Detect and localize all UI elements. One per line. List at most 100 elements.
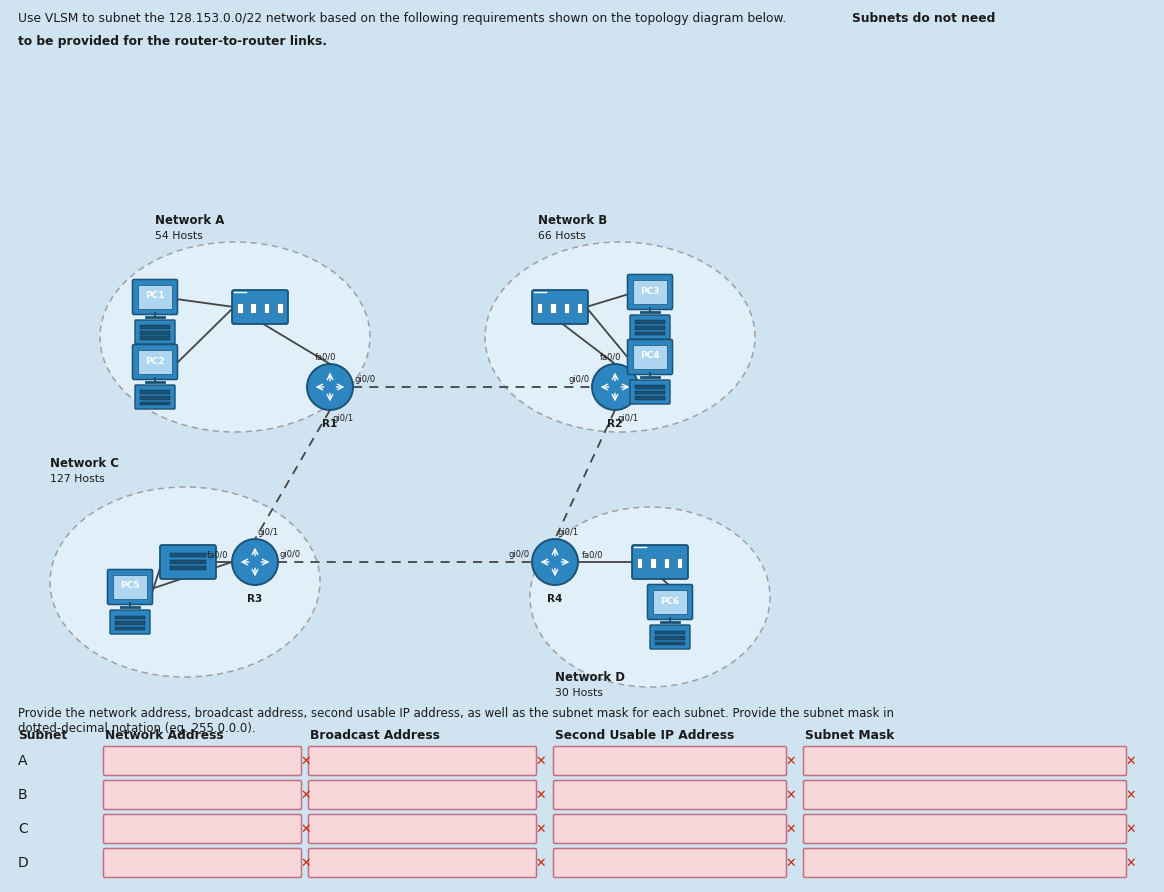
FancyBboxPatch shape bbox=[563, 302, 569, 312]
Text: gi0/1: gi0/1 bbox=[258, 528, 279, 537]
Text: ✕: ✕ bbox=[300, 755, 311, 767]
Text: 30 Hosts: 30 Hosts bbox=[555, 688, 603, 698]
Text: Broadcast Address: Broadcast Address bbox=[310, 729, 440, 742]
FancyBboxPatch shape bbox=[554, 747, 787, 775]
Text: Network A: Network A bbox=[155, 214, 225, 227]
FancyBboxPatch shape bbox=[803, 848, 1127, 878]
FancyBboxPatch shape bbox=[308, 848, 537, 878]
FancyBboxPatch shape bbox=[140, 336, 170, 340]
Text: ✕: ✕ bbox=[535, 856, 546, 870]
Circle shape bbox=[532, 539, 579, 585]
Text: Network C: Network C bbox=[50, 457, 119, 470]
FancyBboxPatch shape bbox=[111, 610, 150, 634]
Text: ✕: ✕ bbox=[786, 789, 796, 802]
FancyBboxPatch shape bbox=[636, 385, 665, 389]
FancyBboxPatch shape bbox=[650, 625, 690, 649]
Text: Use VLSM to subnet the 128.153.0.0/22 network based on the following requirement: Use VLSM to subnet the 128.153.0.0/22 ne… bbox=[17, 12, 790, 25]
FancyBboxPatch shape bbox=[170, 566, 206, 570]
FancyBboxPatch shape bbox=[104, 848, 301, 878]
Text: gi0/0: gi0/0 bbox=[281, 550, 301, 559]
FancyBboxPatch shape bbox=[532, 290, 588, 324]
FancyBboxPatch shape bbox=[104, 747, 301, 775]
Text: fa0/0: fa0/0 bbox=[582, 550, 603, 559]
Text: fa0/0: fa0/0 bbox=[206, 550, 228, 559]
FancyBboxPatch shape bbox=[308, 814, 537, 844]
Text: ✕: ✕ bbox=[535, 789, 546, 802]
Text: ✕: ✕ bbox=[1126, 789, 1136, 802]
FancyBboxPatch shape bbox=[135, 385, 175, 409]
FancyBboxPatch shape bbox=[655, 641, 684, 645]
FancyBboxPatch shape bbox=[633, 345, 667, 369]
Text: A: A bbox=[17, 754, 28, 768]
FancyBboxPatch shape bbox=[140, 326, 170, 329]
Text: ✕: ✕ bbox=[786, 755, 796, 767]
FancyBboxPatch shape bbox=[113, 575, 147, 599]
FancyBboxPatch shape bbox=[140, 391, 170, 394]
FancyBboxPatch shape bbox=[627, 340, 673, 375]
Text: gi0/0: gi0/0 bbox=[509, 550, 530, 559]
FancyBboxPatch shape bbox=[139, 350, 172, 374]
FancyBboxPatch shape bbox=[107, 569, 152, 605]
Text: PC1: PC1 bbox=[146, 292, 165, 301]
Text: PC6: PC6 bbox=[660, 597, 680, 606]
FancyBboxPatch shape bbox=[632, 545, 688, 579]
Text: fa0/0: fa0/0 bbox=[601, 353, 622, 362]
Text: PC5: PC5 bbox=[120, 582, 140, 591]
FancyBboxPatch shape bbox=[133, 344, 177, 379]
FancyBboxPatch shape bbox=[551, 302, 556, 312]
FancyBboxPatch shape bbox=[663, 558, 669, 567]
Text: ✕: ✕ bbox=[1126, 755, 1136, 767]
Text: C: C bbox=[17, 822, 28, 836]
Text: 66 Hosts: 66 Hosts bbox=[538, 231, 585, 241]
FancyBboxPatch shape bbox=[135, 320, 175, 344]
FancyBboxPatch shape bbox=[637, 558, 643, 567]
Text: PC3: PC3 bbox=[640, 286, 660, 295]
FancyBboxPatch shape bbox=[803, 814, 1127, 844]
FancyBboxPatch shape bbox=[577, 302, 582, 312]
Circle shape bbox=[307, 364, 353, 410]
Text: B: B bbox=[17, 788, 28, 802]
FancyBboxPatch shape bbox=[554, 848, 787, 878]
FancyBboxPatch shape bbox=[140, 396, 170, 400]
Text: PC4: PC4 bbox=[640, 351, 660, 360]
FancyBboxPatch shape bbox=[104, 780, 301, 810]
FancyBboxPatch shape bbox=[653, 590, 687, 614]
FancyBboxPatch shape bbox=[627, 275, 673, 310]
FancyBboxPatch shape bbox=[308, 780, 537, 810]
Ellipse shape bbox=[485, 242, 755, 432]
FancyBboxPatch shape bbox=[633, 280, 667, 304]
Text: ✕: ✕ bbox=[786, 822, 796, 836]
Text: gi0/0: gi0/0 bbox=[569, 375, 590, 384]
FancyBboxPatch shape bbox=[232, 290, 288, 324]
Text: ✕: ✕ bbox=[786, 856, 796, 870]
Text: ✕: ✕ bbox=[1126, 822, 1136, 836]
Text: ✕: ✕ bbox=[535, 755, 546, 767]
FancyBboxPatch shape bbox=[140, 331, 170, 334]
Text: gi0/1: gi0/1 bbox=[558, 528, 580, 537]
FancyBboxPatch shape bbox=[554, 814, 787, 844]
FancyBboxPatch shape bbox=[115, 615, 146, 619]
FancyBboxPatch shape bbox=[803, 780, 1127, 810]
Circle shape bbox=[592, 364, 638, 410]
FancyBboxPatch shape bbox=[537, 302, 542, 312]
Text: gi0/1: gi0/1 bbox=[333, 414, 354, 423]
Text: ✕: ✕ bbox=[535, 822, 546, 836]
Text: fa0/0: fa0/0 bbox=[315, 353, 336, 362]
FancyBboxPatch shape bbox=[140, 401, 170, 405]
FancyBboxPatch shape bbox=[139, 285, 172, 309]
FancyBboxPatch shape bbox=[264, 302, 269, 312]
FancyBboxPatch shape bbox=[647, 584, 693, 620]
FancyBboxPatch shape bbox=[636, 332, 665, 335]
FancyBboxPatch shape bbox=[170, 553, 206, 557]
FancyBboxPatch shape bbox=[170, 559, 206, 564]
FancyBboxPatch shape bbox=[655, 636, 684, 640]
Text: gi0/0: gi0/0 bbox=[355, 375, 376, 384]
Text: R2: R2 bbox=[608, 419, 623, 429]
Text: Subnet Mask: Subnet Mask bbox=[805, 729, 894, 742]
FancyBboxPatch shape bbox=[630, 315, 670, 339]
Text: ✕: ✕ bbox=[300, 822, 311, 836]
FancyBboxPatch shape bbox=[133, 279, 177, 315]
FancyBboxPatch shape bbox=[803, 747, 1127, 775]
Text: D: D bbox=[17, 856, 29, 870]
FancyBboxPatch shape bbox=[104, 814, 301, 844]
